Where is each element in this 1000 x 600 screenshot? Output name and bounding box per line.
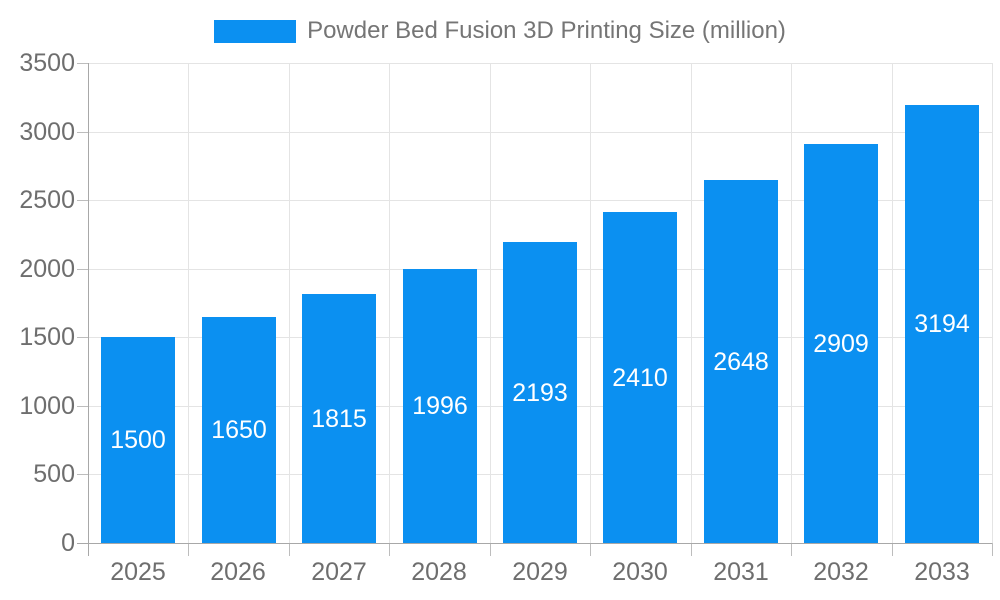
y-axis-tick — [77, 406, 88, 407]
x-axis-label: 2029 — [512, 558, 568, 586]
legend-swatch — [214, 19, 297, 43]
bar-value-label: 1500 — [110, 426, 166, 454]
x-axis-tick — [892, 543, 893, 556]
gridline-vertical — [992, 63, 993, 543]
bar-2025[interactable] — [101, 337, 175, 543]
bar-2031[interactable] — [704, 180, 778, 543]
bar-value-label: 1815 — [311, 405, 367, 433]
gridline-vertical — [892, 63, 893, 543]
y-axis-label: 3000 — [19, 118, 75, 146]
bar-2032[interactable] — [804, 144, 878, 543]
y-axis-tick — [77, 337, 88, 338]
gridline-horizontal — [88, 132, 992, 133]
y-axis-label: 2000 — [19, 255, 75, 283]
bar-value-label: 2410 — [612, 364, 668, 392]
x-axis-tick — [389, 543, 390, 556]
x-axis-label: 2031 — [713, 558, 769, 586]
x-axis-label: 2028 — [411, 558, 467, 586]
bar-value-label: 1650 — [211, 416, 267, 444]
gridline-horizontal — [88, 200, 992, 201]
bar-2029[interactable] — [503, 242, 577, 543]
x-axis-tick — [992, 543, 993, 556]
y-axis-label: 1000 — [19, 392, 75, 420]
y-axis-tick — [77, 200, 88, 201]
bar-value-label: 1996 — [412, 392, 468, 420]
y-axis-label: 3500 — [19, 49, 75, 77]
x-axis-label: 2027 — [311, 558, 367, 586]
y-axis-tick — [77, 474, 88, 475]
bar-2027[interactable] — [302, 294, 376, 543]
gridline-vertical — [791, 63, 792, 543]
gridline-horizontal — [88, 63, 992, 64]
x-axis-tick — [188, 543, 189, 556]
gridline-vertical — [691, 63, 692, 543]
bar-2028[interactable] — [403, 269, 477, 543]
y-axis-label: 500 — [33, 460, 75, 488]
x-axis-line — [77, 543, 992, 544]
x-axis-tick — [691, 543, 692, 556]
y-axis-tick — [77, 269, 88, 270]
x-axis-tick — [490, 543, 491, 556]
legend-label: Powder Bed Fusion 3D Printing Size (mill… — [307, 17, 786, 44]
x-axis-tick — [791, 543, 792, 556]
x-axis-tick — [590, 543, 591, 556]
y-axis-label: 0 — [61, 529, 75, 557]
y-axis-label: 1500 — [19, 323, 75, 351]
bar-2033[interactable] — [905, 105, 979, 543]
gridline-vertical — [289, 63, 290, 543]
y-axis-label: 2500 — [19, 186, 75, 214]
y-axis-tick — [77, 63, 88, 64]
bar-2030[interactable] — [603, 212, 677, 543]
gridline-vertical — [389, 63, 390, 543]
y-axis-tick — [77, 132, 88, 133]
gridline-vertical — [590, 63, 591, 543]
bar-2026[interactable] — [202, 317, 276, 543]
y-axis-line — [88, 63, 89, 556]
bar-value-label: 2909 — [813, 330, 869, 358]
gridline-vertical — [490, 63, 491, 543]
gridline-vertical — [188, 63, 189, 543]
x-axis-label: 2025 — [110, 558, 166, 586]
bar-value-label: 2648 — [713, 348, 769, 376]
x-axis-label: 2030 — [612, 558, 668, 586]
bar-value-label: 3194 — [914, 310, 970, 338]
x-axis-tick — [289, 543, 290, 556]
x-axis-label: 2032 — [813, 558, 869, 586]
x-axis-label: 2026 — [210, 558, 266, 586]
bar-value-label: 2193 — [512, 379, 568, 407]
x-axis-label: 2033 — [914, 558, 970, 586]
chart-legend[interactable]: Powder Bed Fusion 3D Printing Size (mill… — [0, 17, 1000, 45]
